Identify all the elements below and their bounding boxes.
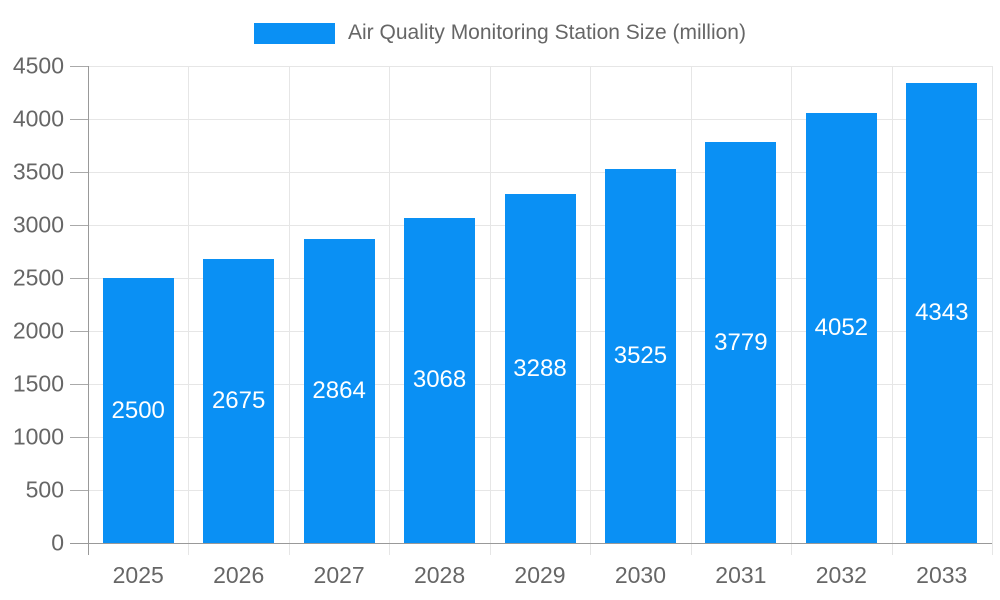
- x-axis-label: 2027: [313, 562, 365, 588]
- x-gridline: [288, 66, 290, 543]
- bar-value-label: 2864: [312, 377, 366, 405]
- bar-value-label: 3525: [613, 342, 668, 370]
- x-gridline: [489, 66, 491, 543]
- x-axis-tick-mark: [489, 543, 491, 555]
- y-axis-line: [88, 66, 89, 555]
- x-axis-label: 2029: [514, 562, 566, 588]
- x-gridline: [891, 66, 893, 543]
- bar-2028[interactable]: [404, 217, 476, 543]
- y-gridline: [88, 119, 992, 120]
- x-gridline: [389, 66, 391, 543]
- x-axis-label: 2025: [112, 562, 164, 588]
- y-axis-tick-mark: [70, 66, 88, 67]
- x-axis-line: [70, 543, 992, 544]
- bar-value-label: 3779: [714, 328, 768, 356]
- y-axis-label: 2000: [12, 317, 64, 344]
- x-axis-label: 2026: [213, 562, 265, 588]
- y-axis-tick-mark: [70, 278, 88, 279]
- bar-value-label: 3068: [412, 366, 467, 394]
- bar-2031[interactable]: [705, 142, 777, 543]
- y-axis-label: 2500: [12, 264, 64, 291]
- x-gridline: [992, 66, 993, 543]
- bar-2025[interactable]: [102, 278, 174, 543]
- x-axis-tick-mark: [188, 543, 190, 555]
- y-gridline: [88, 66, 992, 67]
- y-axis-label: 1000: [12, 423, 64, 450]
- bar-value-label: 3288: [513, 354, 567, 382]
- bar-2033[interactable]: [906, 82, 978, 543]
- bar-2027[interactable]: [303, 239, 375, 543]
- x-axis-tick-mark: [992, 543, 993, 555]
- x-axis-tick-mark: [891, 543, 893, 555]
- x-gridline: [590, 66, 592, 543]
- legend[interactable]: Air Quality Monitoring Station Size (mil…: [0, 21, 1000, 45]
- x-axis-label: 2030: [614, 562, 667, 588]
- bar-2026[interactable]: [203, 259, 275, 543]
- x-gridline: [791, 66, 793, 543]
- x-axis-label: 2033: [916, 562, 968, 588]
- y-axis-label: 3000: [12, 211, 64, 238]
- y-axis-tick-mark: [70, 331, 88, 332]
- y-axis-tick-mark: [70, 490, 88, 491]
- x-gridline: [690, 66, 692, 543]
- x-axis-label: 2032: [815, 562, 867, 588]
- y-axis-tick-mark: [70, 172, 88, 173]
- bar-2032[interactable]: [805, 113, 877, 543]
- y-axis-label: 0: [51, 529, 64, 556]
- x-axis-tick-mark: [791, 543, 793, 555]
- y-gridline: [88, 172, 992, 173]
- x-axis-tick-mark: [690, 543, 692, 555]
- x-axis-label: 2031: [715, 562, 767, 588]
- y-axis-tick-mark: [70, 119, 88, 120]
- y-axis-label: 500: [25, 476, 64, 503]
- x-gridline: [188, 66, 190, 543]
- x-axis-tick-mark: [389, 543, 391, 555]
- x-axis-tick-mark: [590, 543, 592, 555]
- y-axis-label: 4000: [12, 105, 64, 132]
- y-axis-tick-mark: [70, 384, 88, 385]
- bar-value-label: 2675: [211, 387, 266, 415]
- y-axis-label: 4500: [12, 52, 64, 79]
- bar-value-label: 4052: [814, 314, 869, 342]
- x-axis-label: 2028: [413, 562, 466, 588]
- y-axis-label: 3500: [12, 158, 64, 185]
- legend-label: Air Quality Monitoring Station Size (mil…: [348, 21, 746, 44]
- bar-2029[interactable]: [504, 194, 576, 543]
- legend-swatch-icon: [254, 22, 335, 44]
- bar-value-label: 2500: [111, 396, 165, 424]
- bar-2030[interactable]: [604, 169, 676, 543]
- y-axis-label: 1500: [12, 370, 64, 397]
- x-axis-tick-mark: [288, 543, 290, 555]
- y-axis-tick-mark: [70, 225, 88, 226]
- y-axis-tick-mark: [70, 437, 88, 438]
- bar-value-label: 4343: [915, 298, 969, 326]
